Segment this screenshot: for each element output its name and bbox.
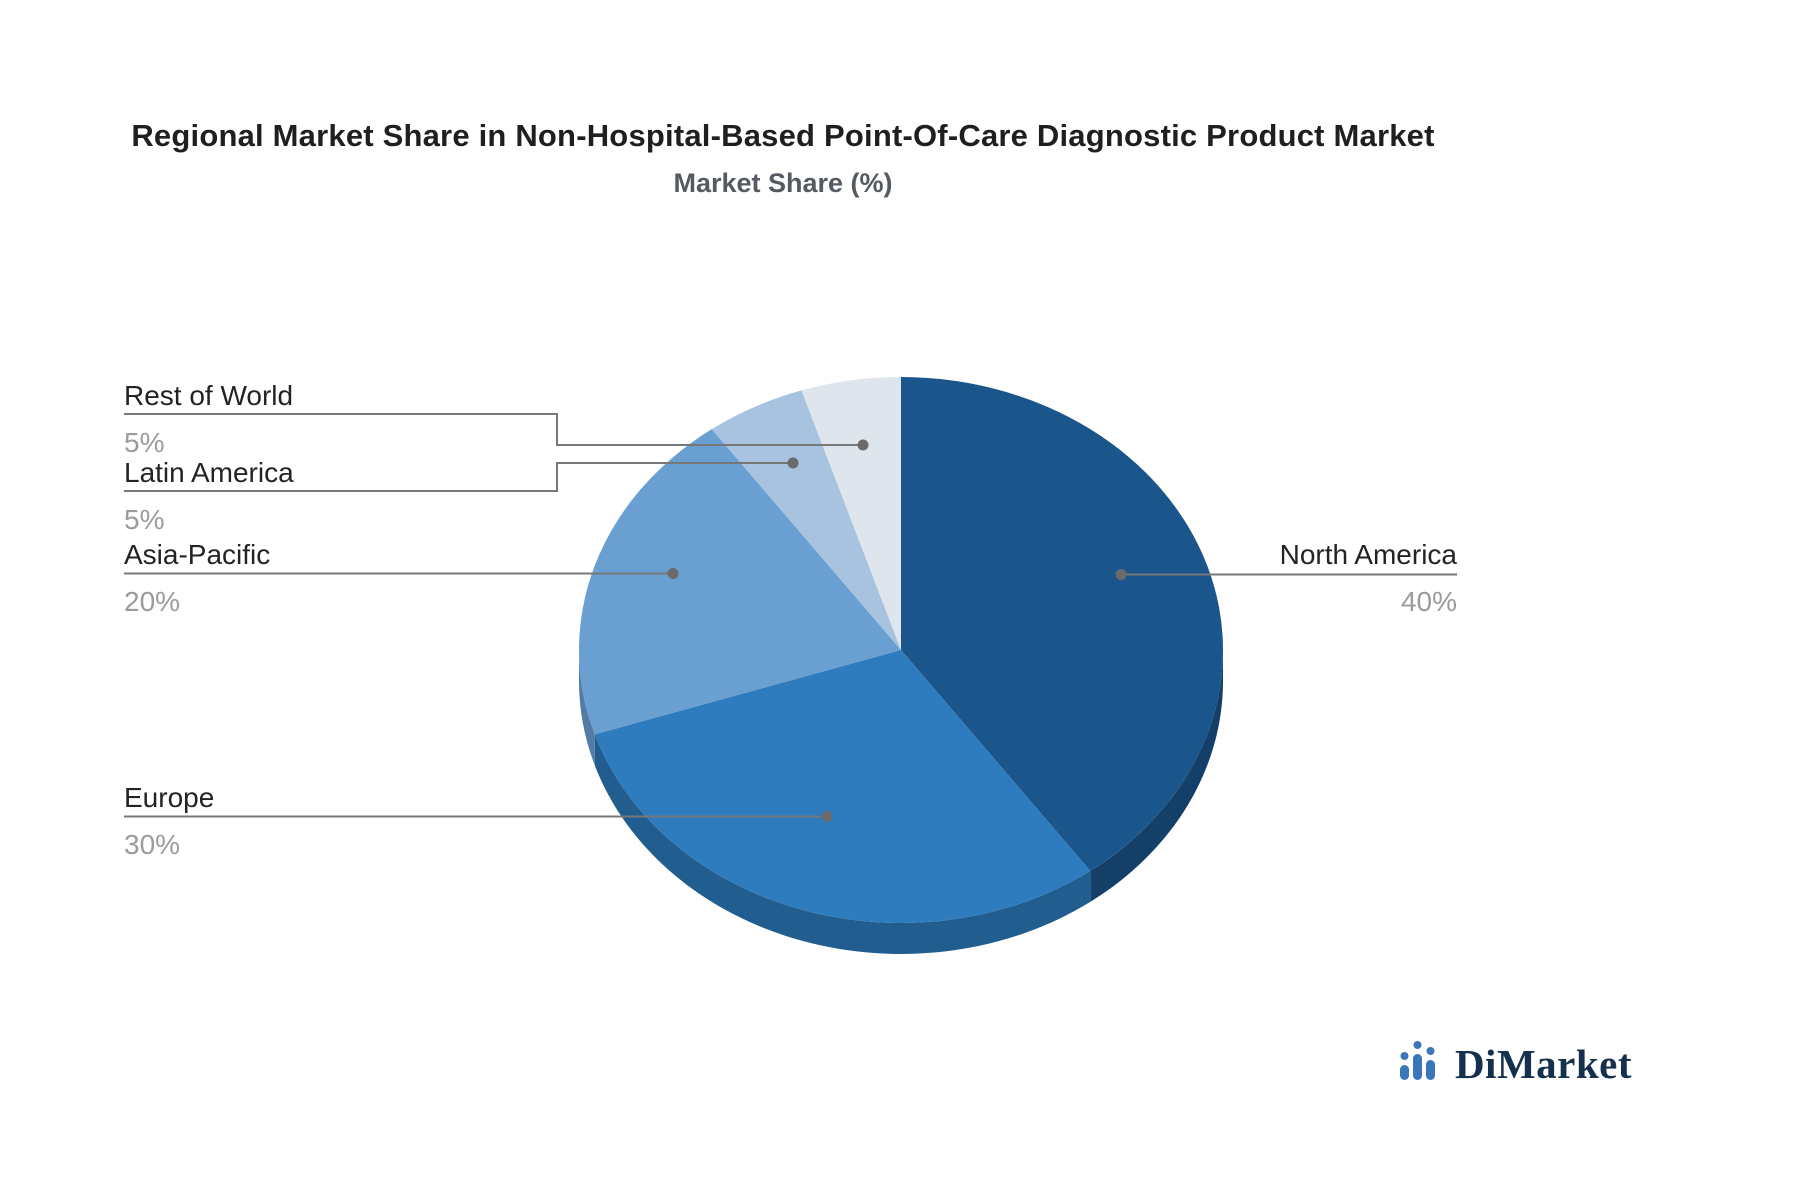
- chart-subtitle: Market Share (%): [673, 168, 893, 198]
- slice-value-rest-of-world: 5%: [124, 427, 165, 458]
- slice-label-europe: Europe: [124, 782, 215, 813]
- slice-value-north-america: 40%: [1400, 586, 1457, 617]
- slice-label-latin-america: Latin America: [124, 457, 294, 488]
- slice-value-asia-pacific: 20%: [124, 586, 181, 617]
- slice-value-europe: 30%: [124, 829, 181, 860]
- dimarket-logo: DiMarket: [1394, 1040, 1632, 1088]
- slice-label-asia-pacific: Asia-Pacific: [124, 539, 271, 570]
- bar-chart-dots-icon: [1399, 1041, 1435, 1080]
- slice-label-north-america: North America: [1279, 539, 1457, 570]
- slice-value-latin-america: 5%: [124, 504, 165, 535]
- chart-title: Regional Market Share in Non-Hospital-Ba…: [131, 118, 1435, 153]
- logo-text: DiMarket: [1454, 1041, 1632, 1087]
- slice-label-rest-of-world: Rest of World: [124, 380, 294, 411]
